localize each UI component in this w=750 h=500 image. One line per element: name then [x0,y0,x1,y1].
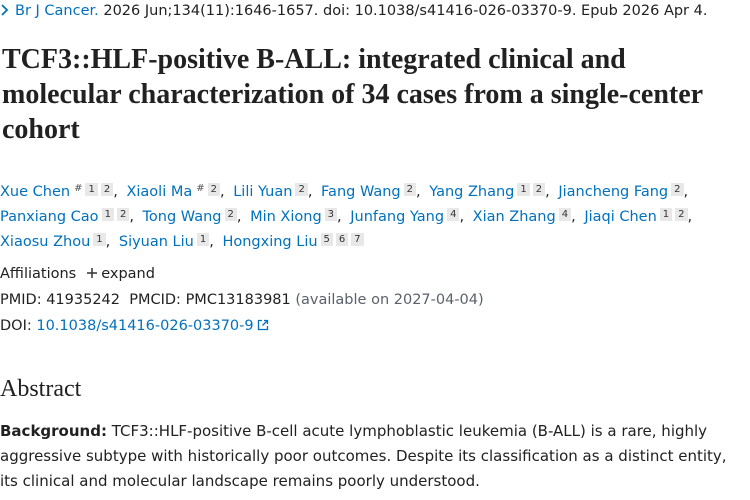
affiliation-ref[interactable]: 2 [671,183,684,196]
background-text: TCF3::HLF-positive B-cell acute lymphobl… [0,422,727,490]
affiliation-ref[interactable]: 2 [532,183,546,196]
expand-toggle[interactable]: expand [101,266,155,282]
author-name[interactable]: Jiancheng Fang [558,184,669,200]
affiliation-ref[interactable]: 1 [196,233,210,246]
author-name[interactable]: Xue Chen [0,184,71,200]
affiliation-ref[interactable]: 1 [517,183,530,196]
affiliation-ref[interactable]: 2 [295,183,308,196]
author: Fang Wang 2 [321,183,425,200]
id-line: PMID: 41935242 PMCID: PMC13183981 (avail… [0,292,484,308]
abstract-background: Background: TCF3::HLF-positive B-cell ac… [0,419,735,494]
doi-line: DOI: 10.1038/s41416-026-03370-9 [0,318,269,334]
affiliation-ref[interactable]: 4 [447,208,460,221]
author-name[interactable]: Xiaosu Zhou [0,234,91,250]
author-name[interactable]: Hongxing Liu [222,234,318,250]
affiliations-label: Affiliations [0,266,77,282]
pmcid: PMC13183981 [185,292,291,308]
affiliation-ref[interactable]: 5 [320,233,333,246]
author-name[interactable]: Junfang Yang [350,209,445,225]
affiliation-ref[interactable]: 2 [116,208,130,221]
affiliation-ref[interactable]: 1 [85,183,98,196]
author: Min Xiong 3 [250,208,346,225]
author-name[interactable]: Siyuan Liu [118,234,194,250]
plus-icon[interactable] [86,267,98,279]
pmcid-label: PMCID: [129,292,181,308]
affiliation-ref[interactable]: 2 [403,183,417,196]
pmid: 41935242 [46,292,121,308]
author: Xiaoli Ma #2 [126,183,229,200]
author: Tong Wang 2 [142,208,245,225]
background-label: Background: [0,422,107,440]
author: Xue Chen #1 2 [0,183,122,200]
pmid-label: PMID: [0,292,42,308]
author-name[interactable]: Min Xiong [250,209,322,225]
affiliation-ref[interactable]: 2 [100,183,114,196]
author: Lili Yuan 2 [233,183,316,200]
article-title: TCF3::HLF-positive B-ALL: integrated cli… [2,44,703,145]
affiliation-ref[interactable]: 2 [224,208,237,221]
abstract-heading: Abstract [0,376,82,402]
author-name[interactable]: Xian Zhang [472,209,556,225]
doi-label: DOI: [0,318,32,334]
author-name[interactable]: Lili Yuan [233,184,293,200]
author-name[interactable]: Tong Wang [142,209,222,225]
journal-link[interactable]: Br J Cancer. [15,3,99,19]
author: Jiaqi Chen 1 2 [584,208,696,225]
affiliations: Affiliations expand [0,266,155,282]
chevron-icon [1,4,9,16]
pmcid-note: (available on 2027-04-04) [295,292,484,308]
author-name[interactable]: Panxiang Cao [0,209,99,225]
equal-contribution: # [74,183,83,194]
affiliation-ref[interactable]: 1 [101,208,114,221]
author: Panxiang Cao 1 2 [0,208,138,225]
citation: Br J Cancer. 2026 Jun;134(11):1646-1657.… [0,3,707,19]
author: Xiaosu Zhou 1 [0,233,114,250]
external-link-icon[interactable] [257,319,269,331]
doi-link[interactable]: 10.1038/s41416-026-03370-9 [36,318,254,334]
affiliation-ref[interactable]: 2 [207,183,220,196]
affiliation-ref[interactable]: 3 [324,208,338,221]
affiliation-ref[interactable]: 1 [659,208,673,221]
author-name[interactable]: Xiaoli Ma [126,184,193,200]
author: Jiancheng Fang 2 [558,183,692,200]
author: Xian Zhang 4 [472,208,580,225]
author: Junfang Yang 4 [350,208,468,225]
affiliation-ref[interactable]: 2 [675,208,688,221]
affiliation-ref[interactable]: 4 [558,208,572,221]
author-name[interactable]: Fang Wang [321,184,401,200]
affiliation-ref[interactable]: 1 [93,233,106,246]
citation-details: 2026 Jun;134(11):1646-1657. doi: 10.1038… [103,3,708,19]
author: Siyuan Liu 1 [118,233,218,250]
author: Yang Zhang 1 2 [429,183,554,200]
author-name[interactable]: Jiaqi Chen [584,209,657,225]
equal-contribution: # [196,183,205,194]
affiliation-ref[interactable]: 7 [351,233,364,246]
affiliation-ref[interactable]: 6 [335,233,349,246]
author: Hongxing Liu 5 6 7 [222,233,364,250]
author-name[interactable]: Yang Zhang [429,184,515,200]
